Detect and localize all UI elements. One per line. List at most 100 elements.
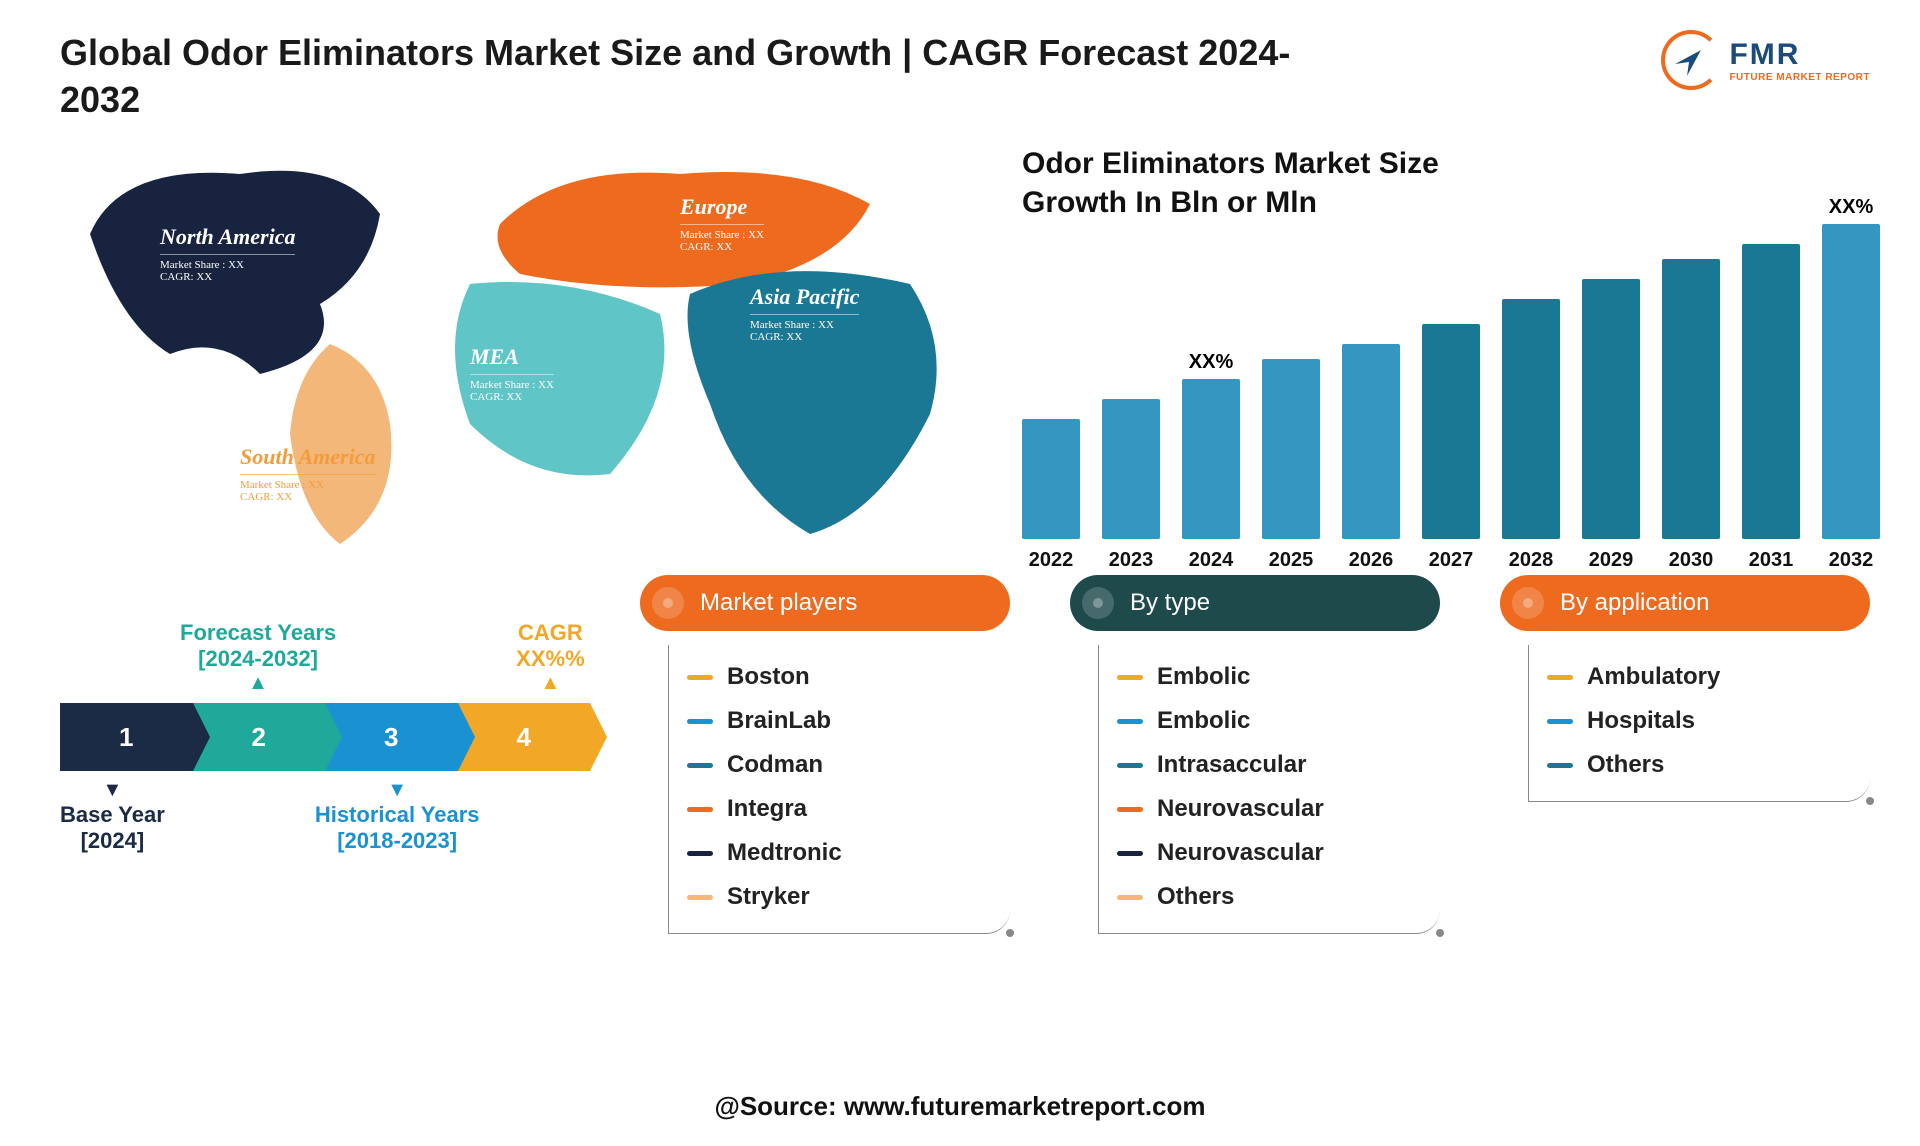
region-cagr: CAGR: XX [160, 271, 295, 283]
bar-col-2031: 2031 [1742, 244, 1800, 572]
chart-title: Odor Eliminators Market Size Growth In B… [1022, 144, 1452, 222]
list-0: Market playersBostonBrainLabCodmanIntegr… [640, 575, 1010, 934]
list-item: Codman [669, 743, 1010, 787]
region-cagr: CAGR: XX [750, 331, 859, 343]
list-item: Stryker [669, 875, 1010, 919]
header: Global Odor Eliminators Market Size and … [0, 0, 1920, 134]
bar-top-label: XX% [1182, 351, 1240, 374]
bar-col-2029: 2029 [1582, 279, 1640, 572]
bullet-icon [687, 807, 713, 812]
list-1: By typeEmbolicEmbolicIntrasaccularNeurov… [1070, 575, 1440, 934]
timeline-seg-3: 3 [325, 703, 458, 771]
bar-year-label: 2022 [1029, 549, 1074, 572]
dot-icon [652, 587, 684, 619]
bar-2022 [1022, 419, 1080, 539]
bar-col-2030: 2030 [1662, 259, 1720, 572]
list-item-label: Hospitals [1587, 707, 1695, 735]
region-share: Market Share : XX [680, 229, 764, 241]
bar-2023 [1102, 399, 1160, 539]
list-item-label: Others [1157, 883, 1234, 911]
bar-col-2028: 2028 [1502, 299, 1560, 572]
region-name: South America [240, 444, 376, 470]
bar-year-label: 2028 [1509, 549, 1554, 572]
map-region-mea [430, 274, 690, 494]
timeline: Forecast Years [2024-2032] ▲ CAGR XX%% ▲… [60, 620, 590, 854]
bar-col-2032: XX%2032 [1822, 224, 1880, 572]
list-header-label: Market players [700, 589, 857, 617]
list-header-label: By application [1560, 589, 1709, 617]
base-year-label: ▼ Base Year [2024] [60, 779, 165, 854]
list-header-label: By type [1130, 589, 1210, 617]
region-share: Market Share : XX [240, 479, 376, 491]
triangle-down-icon: ▼ [387, 779, 407, 802]
list-item-label: Codman [727, 751, 823, 779]
map-label-europe: Europe Market Share : XX CAGR: XX [680, 194, 764, 253]
list-item-label: Embolic [1157, 707, 1250, 735]
list-item: Others [1529, 743, 1870, 787]
bar-year-label: 2029 [1589, 549, 1634, 572]
bullet-icon [687, 719, 713, 724]
list-item: Intrasaccular [1099, 743, 1440, 787]
bar-2027 [1422, 324, 1480, 539]
forecast-title: Forecast Years [180, 620, 336, 646]
bar-col-2023: 2023 [1102, 399, 1160, 572]
region-name: Europe [680, 194, 764, 220]
page-title: Global Odor Eliminators Market Size and … [60, 30, 1360, 124]
bar-col-2022: 2022 [1022, 419, 1080, 572]
bar-2028 [1502, 299, 1560, 539]
base-value: [2024] [81, 828, 145, 854]
bar-2031 [1742, 244, 1800, 539]
bar-year-label: 2031 [1749, 549, 1794, 572]
bar-chart-bars: 2022 2023 XX% 2024 2025 2026 2027 2028 2029 2030 2… [1022, 242, 1880, 572]
dot-icon [1082, 587, 1114, 619]
list-item: Boston [669, 655, 1010, 699]
info-lists: Market playersBostonBrainLabCodmanIntegr… [640, 575, 1870, 934]
triangle-down-icon: ▲ [541, 672, 561, 695]
logo-sub-label: FUTURE MARKET REPORT [1729, 72, 1870, 83]
bar-2029 [1582, 279, 1640, 539]
bar-year-label: 2024 [1189, 549, 1234, 572]
list-item: Embolic [1099, 655, 1440, 699]
bullet-icon [687, 675, 713, 680]
list-header: By type [1070, 575, 1440, 631]
cagr-value: XX%% [516, 646, 584, 672]
fmr-logo-icon [1661, 30, 1721, 90]
map-label-mea: MEA Market Share : XX CAGR: XX [470, 344, 554, 403]
region-cagr: CAGR: XX [680, 241, 764, 253]
fmr-logo: FMR FUTURE MARKET REPORT [1661, 30, 1870, 90]
bullet-icon [687, 763, 713, 768]
mid-row: North America Market Share : XX CAGR: XX… [0, 134, 1920, 572]
timeline-seg-2: 2 [193, 703, 326, 771]
region-share: Market Share : XX [160, 259, 295, 271]
cagr-label: CAGR XX%% ▲ [516, 620, 584, 695]
list-item-label: Stryker [727, 883, 810, 911]
region-share: Market Share : XX [470, 379, 554, 391]
base-title: Base Year [60, 802, 165, 828]
bullet-icon [1547, 763, 1573, 768]
bar-top-label: XX% [1822, 196, 1880, 219]
timeline-seg-4: 4 [458, 703, 591, 771]
list-2: By application Ambulatory Hospitals Others [1500, 575, 1870, 934]
bar-2030 [1662, 259, 1720, 539]
historical-years-label: ▼ Historical Years [2018-2023] [315, 779, 480, 854]
bar-chart: Odor Eliminators Market Size Growth In B… [982, 144, 1880, 572]
world-map: North America Market Share : XX CAGR: XX… [40, 144, 952, 554]
list-item: Embolic [1099, 699, 1440, 743]
bar-col-2025: 2025 [1262, 359, 1320, 572]
bar-year-label: 2027 [1429, 549, 1474, 572]
list-item-label: Others [1587, 751, 1664, 779]
bullet-icon [687, 851, 713, 856]
bar-2025 [1262, 359, 1320, 539]
list-item-label: Embolic [1157, 663, 1250, 691]
bar-year-label: 2025 [1269, 549, 1314, 572]
bar-col-2026: 2026 [1342, 344, 1400, 572]
cagr-title: CAGR [518, 620, 583, 646]
list-item-label: Ambulatory [1587, 663, 1720, 691]
bar-year-label: 2030 [1669, 549, 1714, 572]
bar-year-label: 2026 [1349, 549, 1394, 572]
list-item-label: Medtronic [727, 839, 842, 867]
bullet-icon [1547, 675, 1573, 680]
triangle-down-icon: ▼ [103, 779, 123, 802]
list-item: Others [1099, 875, 1440, 919]
list-item: Hospitals [1529, 699, 1870, 743]
